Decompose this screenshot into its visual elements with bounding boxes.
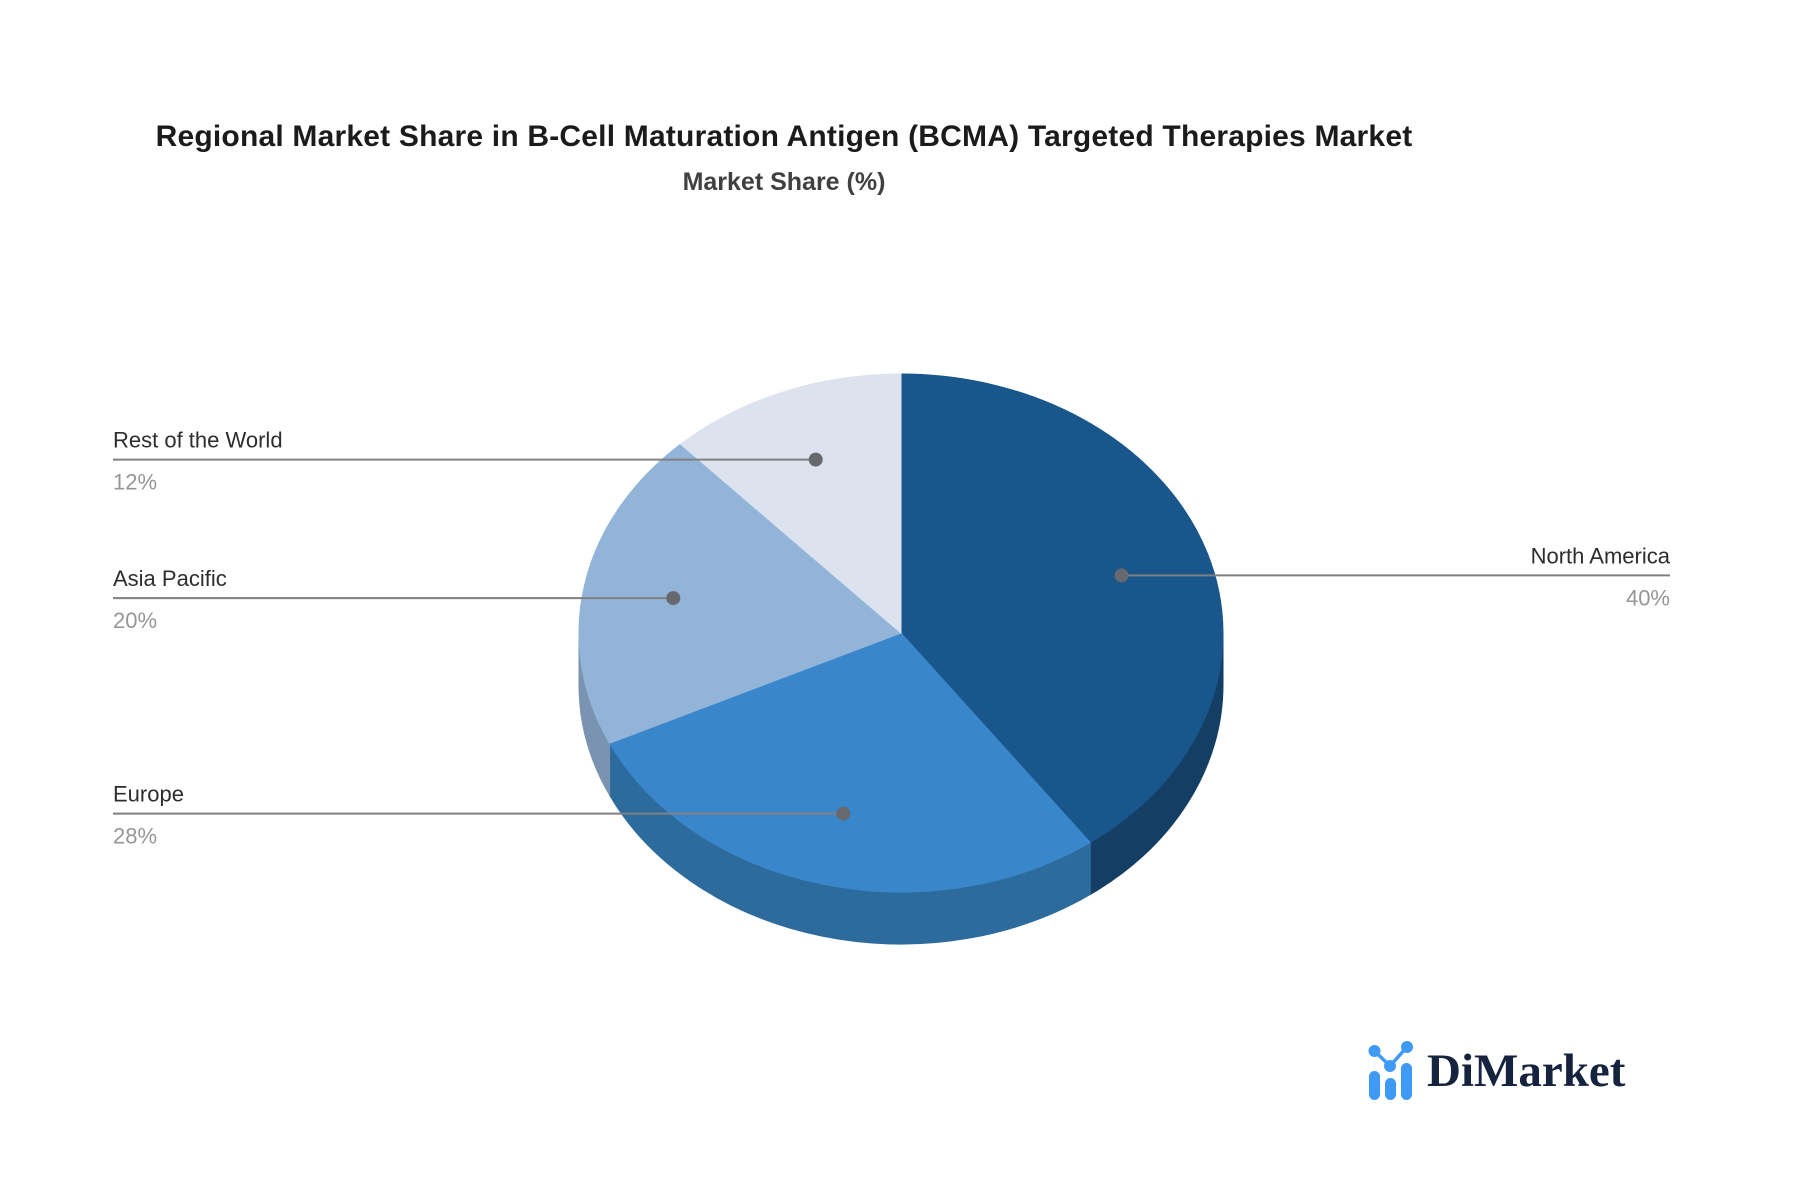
slice-label-europe: Europe: [113, 782, 184, 807]
pie-slice-north-america: [900, 373, 1224, 844]
slice-pct-asia-pacific: 20%: [113, 608, 157, 633]
chart-title: Regional Market Share in B-Cell Maturati…: [155, 120, 1413, 153]
chart-subtitle: Market Share (%): [682, 168, 886, 196]
leader-dot-asia-pacific: [666, 591, 681, 606]
bar-line-chart-icon: [1368, 1041, 1413, 1100]
logo-dot: [1401, 1041, 1413, 1053]
slice-label-rest-of-the-world: Rest of the World: [113, 428, 283, 453]
logo-bar: [1401, 1063, 1412, 1100]
logo-dot: [1384, 1060, 1396, 1072]
slice-pct-rest-of-the-world: 12%: [113, 470, 157, 495]
pie-slice-rest-of-the-world: [679, 373, 902, 635]
leader-dot-rest-of-the-world: [808, 452, 823, 467]
logo-bar: [1369, 1071, 1380, 1100]
pie-slice-europe: [608, 632, 1092, 893]
slice-pct-north-america: 40%: [1626, 585, 1670, 610]
slice-label-north-america: North America: [1531, 543, 1671, 568]
dimarket-logo: DiMarket: [1368, 1038, 1658, 1108]
slice-pct-europe: 28%: [113, 824, 157, 849]
logo-text: DiMarket: [1427, 1045, 1626, 1097]
logo-dot: [1368, 1045, 1381, 1057]
leader-dot-north-america: [1114, 568, 1129, 583]
slice-label-asia-pacific: Asia Pacific: [113, 566, 227, 591]
leader-dot-europe: [836, 806, 851, 821]
pie-slice-asia-pacific: [578, 443, 902, 744]
logo-bar: [1385, 1078, 1396, 1100]
